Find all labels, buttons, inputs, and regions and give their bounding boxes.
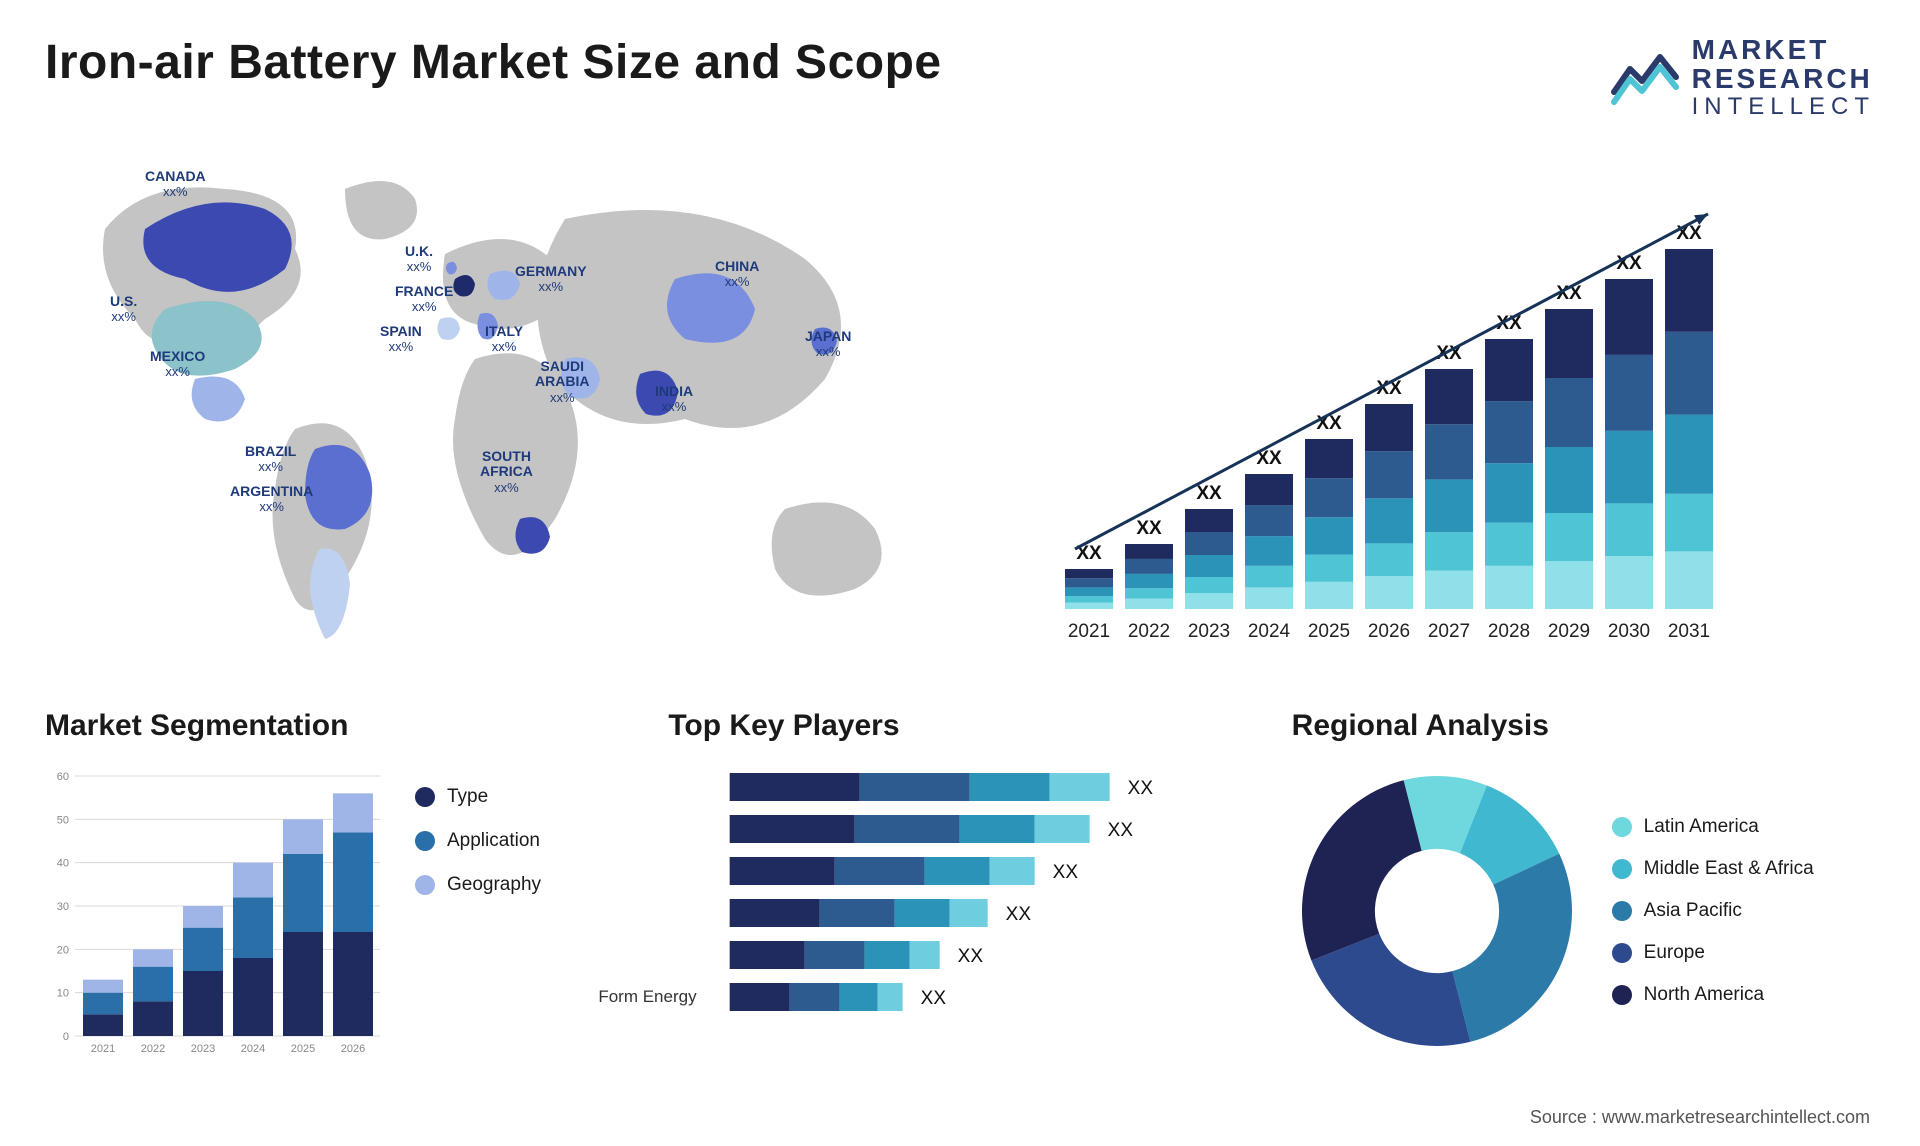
players-bar-chart: XX XX XX XX XX XX bbox=[668, 761, 1251, 1061]
country-label: BRAZILxx% bbox=[245, 444, 296, 475]
svg-text:0: 0 bbox=[63, 1031, 69, 1043]
svg-text:2031: 2031 bbox=[1668, 621, 1710, 642]
source-label: Source : www.marketresearchintellect.com bbox=[1530, 1107, 1870, 1128]
logo-text-1: MARKET bbox=[1692, 35, 1875, 64]
growth-bar-chart: XXXXXXXXXXXXXXXXXXXXXX 20212022202320242… bbox=[995, 169, 1875, 669]
segmentation-title: Market Segmentation bbox=[45, 709, 628, 743]
country-label: FRANCExx% bbox=[395, 284, 453, 315]
svg-text:XX: XX bbox=[958, 946, 984, 967]
regional-panel: Regional Analysis Latin America Middle Ea… bbox=[1292, 709, 1875, 1089]
legend-item: Europe bbox=[1612, 942, 1814, 964]
svg-text:XX: XX bbox=[1053, 862, 1079, 883]
svg-text:2028: 2028 bbox=[1488, 621, 1530, 642]
country-label: SAUDIARABIAxx% bbox=[535, 359, 589, 405]
segmentation-bar-chart: 0 10 20 30 40 50 60 2021 2022 2023 2024 2025 2026 bbox=[45, 761, 385, 1061]
world-map-panel: CANADAxx% U.S.xx% MEXICOxx% BRAZILxx% ARGENT… bbox=[45, 149, 945, 669]
svg-text:XX: XX bbox=[921, 988, 947, 1009]
country-label: ITALYxx% bbox=[485, 324, 523, 355]
logo-mark-icon bbox=[1610, 47, 1680, 107]
svg-text:2021: 2021 bbox=[91, 1043, 115, 1055]
page-title: Iron-air Battery Market Size and Scope bbox=[45, 35, 942, 90]
svg-text:2029: 2029 bbox=[1548, 621, 1590, 642]
svg-text:XX: XX bbox=[1136, 518, 1162, 539]
svg-text:XX: XX bbox=[1676, 223, 1702, 244]
logo-text-3: INTELLECT bbox=[1692, 94, 1875, 119]
brand-logo: MARKET RESEARCH INTELLECT bbox=[1610, 35, 1875, 119]
svg-text:2027: 2027 bbox=[1428, 621, 1470, 642]
country-label: ARGENTINAxx% bbox=[230, 484, 313, 515]
players-title: Top Key Players bbox=[668, 709, 1251, 743]
legend-item: Type bbox=[415, 786, 541, 808]
country-label: U.K.xx% bbox=[405, 244, 433, 275]
regional-legend: Latin America Middle East & Africa Asia Pa… bbox=[1612, 816, 1814, 1006]
regional-title: Regional Analysis bbox=[1292, 709, 1875, 743]
player-name-label: Form Energy bbox=[598, 987, 696, 1007]
svg-text:2023: 2023 bbox=[1188, 621, 1230, 642]
svg-text:2021: 2021 bbox=[1068, 621, 1110, 642]
svg-text:XX: XX bbox=[1108, 820, 1134, 841]
svg-text:30: 30 bbox=[57, 901, 69, 913]
regional-donut-chart bbox=[1292, 766, 1582, 1056]
svg-text:2030: 2030 bbox=[1608, 621, 1650, 642]
svg-text:50: 50 bbox=[57, 814, 69, 826]
legend-item: Latin America bbox=[1612, 816, 1814, 838]
country-label: INDIAxx% bbox=[655, 384, 693, 415]
svg-text:60: 60 bbox=[57, 771, 69, 783]
country-label: SPAINxx% bbox=[380, 324, 422, 355]
segmentation-legend: Type Application Geography bbox=[415, 761, 541, 1061]
growth-chart-panel: XXXXXXXXXXXXXXXXXXXXXX 20212022202320242… bbox=[995, 149, 1875, 669]
country-label: CHINAxx% bbox=[715, 259, 759, 290]
svg-text:XX: XX bbox=[1006, 904, 1032, 925]
country-label: SOUTHAFRICAxx% bbox=[480, 449, 533, 495]
svg-text:XX: XX bbox=[1196, 483, 1222, 504]
country-label: CANADAxx% bbox=[145, 169, 206, 200]
svg-text:2026: 2026 bbox=[1368, 621, 1410, 642]
legend-item: Application bbox=[415, 830, 541, 852]
svg-text:XX: XX bbox=[1128, 778, 1154, 799]
country-label: JAPANxx% bbox=[805, 329, 851, 360]
country-label: U.S.xx% bbox=[110, 294, 137, 325]
svg-text:2024: 2024 bbox=[241, 1043, 265, 1055]
svg-text:2026: 2026 bbox=[341, 1043, 365, 1055]
country-label: MEXICOxx% bbox=[150, 349, 205, 380]
legend-item: Middle East & Africa bbox=[1612, 858, 1814, 880]
logo-text-2: RESEARCH bbox=[1692, 64, 1875, 93]
legend-item: North America bbox=[1612, 984, 1814, 1006]
svg-text:10: 10 bbox=[57, 988, 69, 1000]
legend-item: Geography bbox=[415, 874, 541, 896]
svg-text:2022: 2022 bbox=[141, 1043, 165, 1055]
svg-text:40: 40 bbox=[57, 858, 69, 870]
svg-text:2023: 2023 bbox=[191, 1043, 215, 1055]
svg-text:2025: 2025 bbox=[1308, 621, 1350, 642]
world-map-icon bbox=[45, 149, 945, 669]
players-panel: Top Key Players XXXXXXXXXXXX Form Energy bbox=[668, 709, 1251, 1089]
country-label: GERMANYxx% bbox=[515, 264, 587, 295]
svg-text:2025: 2025 bbox=[291, 1043, 315, 1055]
svg-text:2022: 2022 bbox=[1128, 621, 1170, 642]
svg-text:2024: 2024 bbox=[1248, 621, 1291, 642]
svg-text:20: 20 bbox=[57, 944, 69, 956]
legend-item: Asia Pacific bbox=[1612, 900, 1814, 922]
segmentation-panel: Market Segmentation 0 10 20 30 40 50 60 2021 202… bbox=[45, 709, 628, 1089]
